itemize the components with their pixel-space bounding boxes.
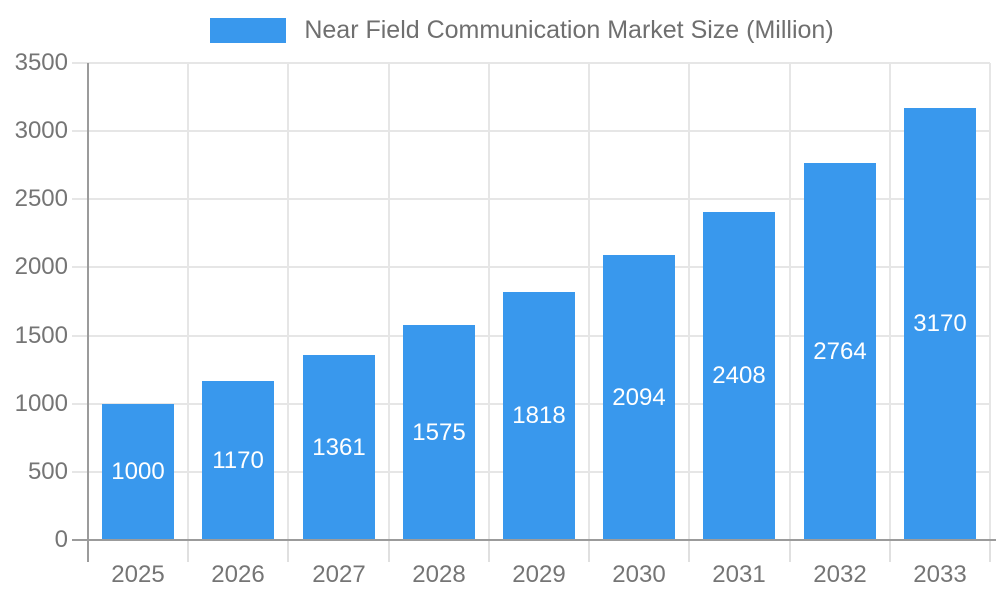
- bar-value-label: 1818: [512, 402, 566, 429]
- y-axis-label: 0: [54, 526, 68, 553]
- bar[interactable]: 1575: [403, 325, 475, 540]
- gridline-horizontal: [72, 62, 990, 64]
- x-axis-label: 2033: [913, 561, 967, 588]
- gridline-vertical: [688, 63, 690, 540]
- x-axis-label: 2025: [111, 561, 165, 588]
- x-axis-tick: [789, 540, 791, 562]
- x-axis-tick: [187, 540, 189, 562]
- gridline-horizontal: [72, 266, 990, 268]
- bar[interactable]: 2408: [703, 212, 775, 540]
- gridline-vertical: [889, 63, 891, 540]
- x-axis-tick: [488, 540, 490, 562]
- chart-legend: Near Field Communication Market Size (Mi…: [0, 17, 1000, 43]
- x-axis-tick: [889, 540, 891, 562]
- x-axis-line: [72, 539, 996, 541]
- x-axis-label: 2032: [813, 561, 867, 588]
- bar[interactable]: 3170: [904, 108, 976, 540]
- bar[interactable]: 1818: [503, 292, 575, 540]
- bar-value-label: 3170: [913, 310, 967, 337]
- y-axis-label: 2000: [14, 253, 68, 280]
- x-axis-tick: [388, 540, 390, 562]
- y-axis-label: 500: [27, 458, 68, 485]
- bar[interactable]: 1000: [102, 404, 174, 540]
- y-axis-label: 3000: [14, 117, 68, 144]
- y-axis-label: 3500: [14, 49, 68, 76]
- bar-value-label: 1170: [212, 446, 264, 474]
- gridline-vertical: [488, 63, 490, 540]
- bar-value-label: 2764: [813, 337, 867, 365]
- bar-value-label: 1575: [412, 418, 466, 446]
- gridline-vertical: [287, 63, 289, 540]
- y-axis-label: 1000: [14, 390, 68, 417]
- bar[interactable]: 2094: [603, 255, 675, 540]
- bar-value-label: 1361: [312, 433, 366, 461]
- gridline-vertical: [187, 63, 189, 540]
- x-axis-label: 2030: [612, 561, 666, 588]
- gridline-horizontal: [72, 198, 990, 200]
- gridline-vertical: [989, 63, 991, 540]
- gridline-horizontal: [72, 130, 990, 132]
- x-axis-label: 2026: [211, 561, 265, 588]
- y-axis-label: 2500: [14, 185, 68, 212]
- bar[interactable]: 1361: [303, 355, 375, 540]
- x-axis-label: 2028: [412, 561, 466, 588]
- legend-label: Near Field Communication Market Size (Mi…: [304, 16, 834, 44]
- y-axis-label: 1500: [14, 322, 68, 349]
- x-axis-label: 2027: [312, 561, 366, 588]
- bar[interactable]: 2764: [804, 163, 876, 540]
- legend-swatch-icon: [210, 17, 287, 43]
- gridline-vertical: [588, 63, 590, 540]
- x-axis-tick: [588, 540, 590, 562]
- legend-item[interactable]: Near Field Communication Market Size (Mi…: [210, 16, 834, 44]
- x-axis-tick: [688, 540, 690, 562]
- bar[interactable]: 1170: [202, 381, 274, 540]
- x-axis-label: 2031: [712, 561, 766, 588]
- gridline-vertical: [388, 63, 390, 540]
- x-axis-tick: [287, 540, 289, 562]
- bar-value-label: 2094: [612, 383, 666, 411]
- bar-value-label: 1000: [111, 458, 165, 485]
- gridline-vertical: [789, 63, 791, 540]
- bar-value-label: 2408: [712, 362, 766, 389]
- x-axis-tick: [989, 540, 991, 562]
- plot-area: 1000 1170 1361 1575 1818 2094 2408 2764 3170: [72, 62, 996, 562]
- x-axis-label: 2029: [512, 561, 566, 588]
- y-axis-line: [87, 63, 89, 562]
